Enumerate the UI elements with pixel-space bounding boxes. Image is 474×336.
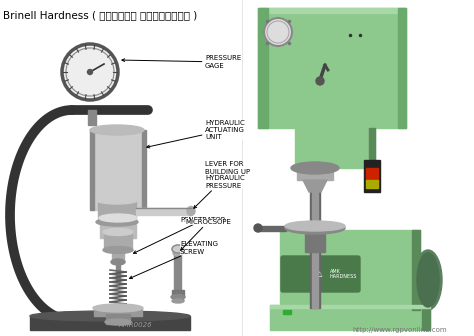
- FancyBboxPatch shape: [281, 256, 360, 292]
- Bar: [283, 310, 291, 314]
- Bar: [258, 8, 268, 128]
- Bar: [116, 262, 120, 282]
- Text: AMR0026: AMR0026: [118, 322, 152, 328]
- Bar: [295, 128, 375, 168]
- Bar: [242, 0, 474, 336]
- Bar: [366, 168, 378, 182]
- Bar: [30, 316, 190, 330]
- Bar: [260, 8, 404, 13]
- Ellipse shape: [414, 250, 442, 310]
- Text: PENETRATOR: PENETRATOR: [134, 217, 226, 253]
- Circle shape: [316, 77, 324, 85]
- Bar: [173, 297, 183, 301]
- Ellipse shape: [105, 319, 131, 325]
- Ellipse shape: [173, 250, 183, 256]
- Bar: [398, 8, 406, 128]
- Bar: [90, 130, 94, 210]
- Ellipse shape: [285, 222, 345, 234]
- Bar: [297, 168, 333, 180]
- Ellipse shape: [171, 294, 185, 299]
- Ellipse shape: [103, 228, 133, 236]
- Ellipse shape: [172, 299, 184, 303]
- Text: PRESSURE
GAGE: PRESSURE GAGE: [122, 55, 241, 69]
- Circle shape: [62, 44, 118, 100]
- Ellipse shape: [285, 221, 345, 231]
- Bar: [92, 130, 142, 210]
- Ellipse shape: [96, 196, 138, 204]
- Text: HYDRAULIC
ACTUATING
UNIT: HYDRAULIC ACTUATING UNIT: [147, 120, 245, 148]
- Bar: [364, 160, 380, 192]
- Text: MICROCSOPE: MICROCSOPE: [181, 219, 231, 250]
- Polygon shape: [303, 180, 327, 192]
- Ellipse shape: [111, 259, 125, 265]
- Ellipse shape: [103, 247, 133, 253]
- Bar: [270, 305, 430, 308]
- Bar: [100, 218, 136, 238]
- Bar: [112, 248, 124, 262]
- Text: ELEVATING
SCREW: ELEVATING SCREW: [129, 242, 218, 279]
- Bar: [369, 128, 375, 168]
- Bar: [258, 8, 406, 128]
- Bar: [258, 226, 286, 231]
- Ellipse shape: [417, 253, 439, 307]
- Bar: [106, 314, 130, 324]
- Ellipse shape: [99, 214, 137, 222]
- Bar: [88, 110, 96, 125]
- Bar: [310, 168, 320, 308]
- Ellipse shape: [291, 162, 339, 174]
- Bar: [305, 230, 325, 252]
- Ellipse shape: [96, 218, 138, 226]
- Bar: [94, 308, 142, 316]
- Bar: [422, 305, 430, 330]
- Text: http://www.rgpvonline.com: http://www.rgpvonline.com: [353, 327, 447, 333]
- Ellipse shape: [172, 245, 184, 253]
- Ellipse shape: [90, 125, 144, 135]
- Ellipse shape: [30, 311, 190, 321]
- Text: AMK
HARDNESS: AMK HARDNESS: [330, 268, 357, 280]
- Bar: [98, 200, 136, 222]
- Bar: [312, 168, 318, 308]
- Bar: [174, 253, 182, 293]
- Bar: [366, 180, 378, 188]
- Bar: [136, 208, 191, 215]
- Circle shape: [88, 70, 92, 75]
- Bar: [172, 290, 184, 297]
- Circle shape: [264, 18, 292, 46]
- Bar: [412, 230, 420, 310]
- Bar: [104, 232, 132, 250]
- Bar: [142, 130, 146, 210]
- Ellipse shape: [187, 207, 195, 215]
- Text: LEVER FOR
BUILDING UP
HYDRAULIC
PRESSURE: LEVER FOR BUILDING UP HYDRAULIC PRESSURE: [194, 162, 250, 208]
- Ellipse shape: [254, 224, 262, 232]
- Bar: [270, 305, 430, 330]
- Bar: [280, 230, 420, 310]
- Text: △: △: [317, 271, 323, 277]
- Text: Brinell Hardness ( ब्रिनल हार्डनेस ): Brinell Hardness ( ब्रिनल हार्डनेस ): [3, 10, 197, 20]
- Ellipse shape: [93, 304, 143, 312]
